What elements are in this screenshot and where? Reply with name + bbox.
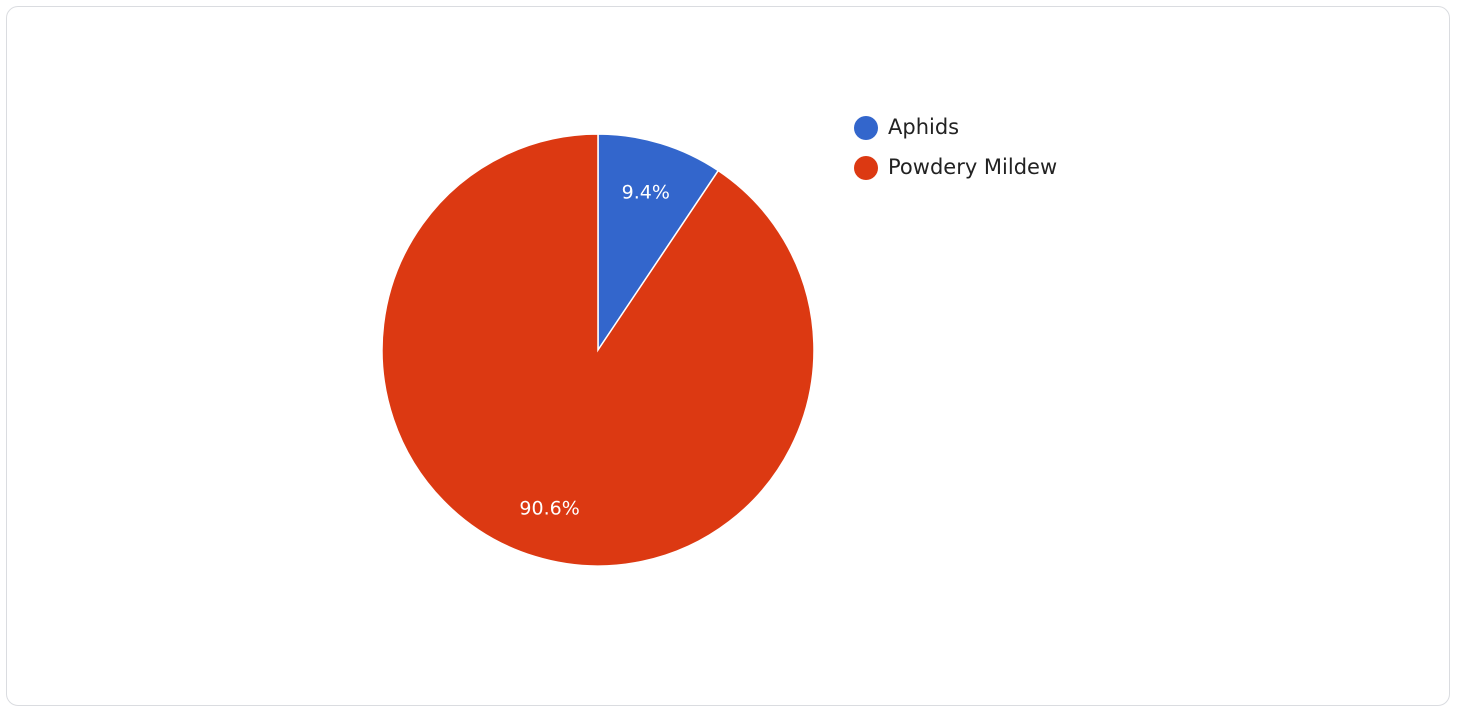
legend-label-aphids: Aphids: [888, 115, 959, 139]
pie-slice-powdery-mildew[interactable]: [381, 133, 815, 567]
pie-slices: [381, 133, 815, 567]
legend-item-powdery-mildew[interactable]: Powdery Mildew: [854, 155, 1057, 180]
legend-swatch-aphids: [854, 116, 878, 140]
slice-label-powdery-mildew: 90.6%: [519, 498, 579, 520]
slice-labels: 9.4% 90.6%: [519, 181, 670, 519]
legend-label-powdery-mildew: Powdery Mildew: [888, 155, 1057, 179]
slice-label-aphids: 9.4%: [622, 181, 670, 203]
pie-slice-aphids[interactable]: [597, 133, 720, 353]
legend-swatch-powdery-mildew: [854, 156, 878, 180]
legend: Aphids Powdery Mildew: [854, 115, 1057, 180]
legend-item-aphids[interactable]: Aphids: [854, 115, 959, 140]
